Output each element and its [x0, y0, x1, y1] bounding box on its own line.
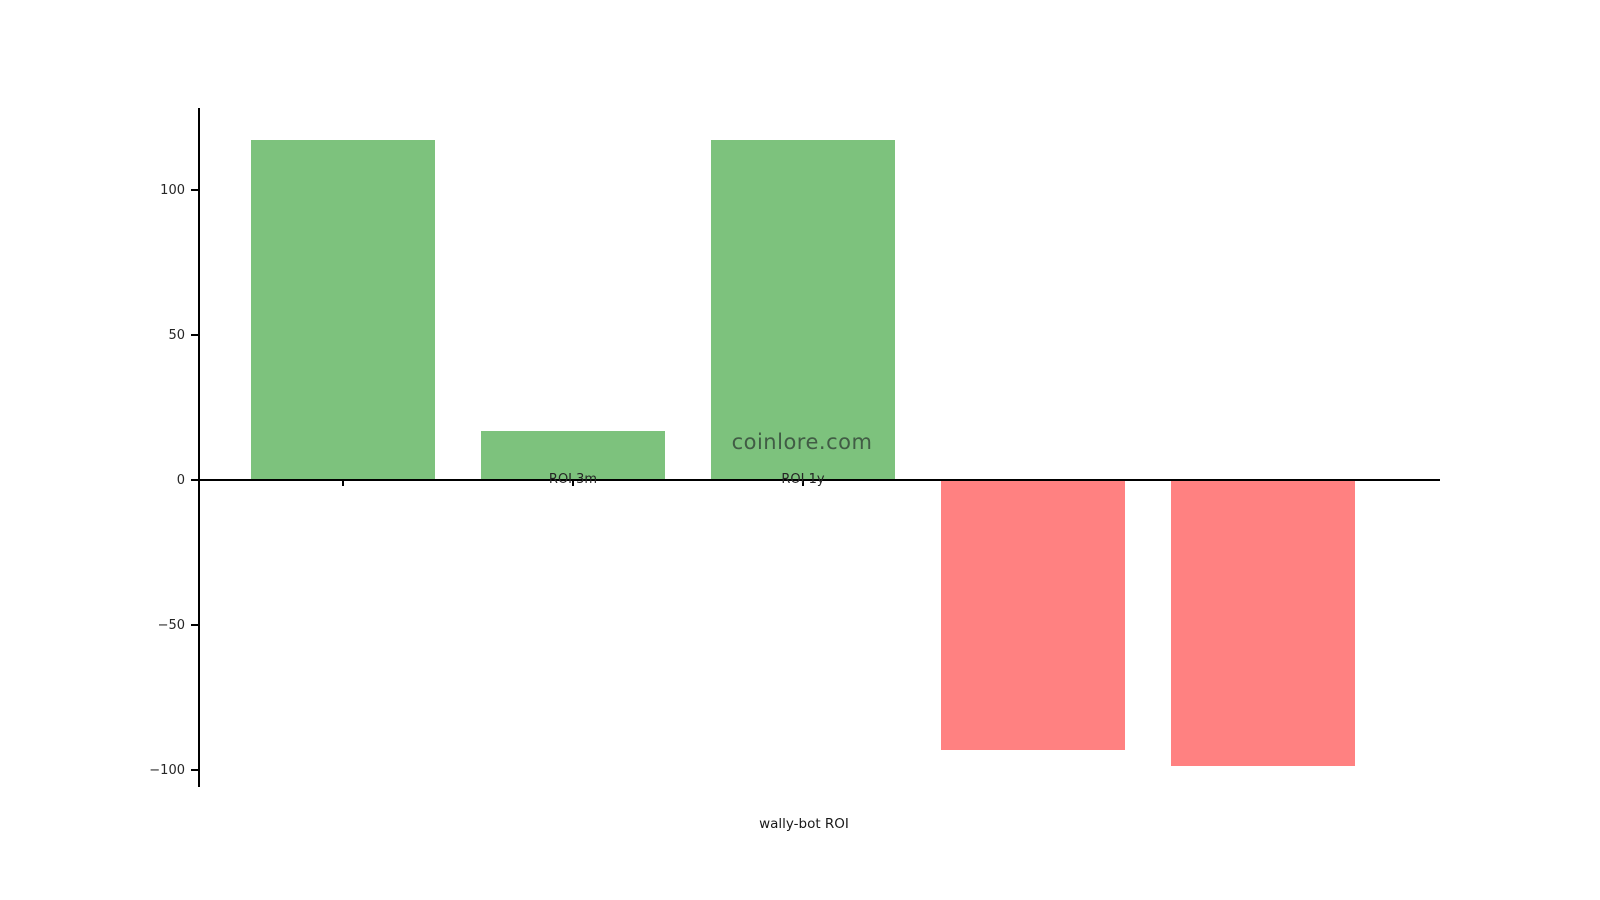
y-tick-mark — [191, 189, 198, 191]
x-tick-mark — [802, 480, 804, 486]
bar-roi-3 — [941, 480, 1125, 750]
bar-roi-4 — [1171, 480, 1355, 766]
x-axis-title: wally-bot ROI — [759, 816, 849, 832]
y-tick-label: −50 — [157, 617, 185, 633]
y-tick-mark — [191, 769, 198, 771]
x-tick-label-roi-1y: ROI 1y — [781, 472, 825, 487]
x-tick-mark — [572, 480, 574, 486]
watermark-coinlore: coinlore.com — [731, 430, 873, 454]
x-tick-label-roi-3m: ROI 3m — [548, 472, 598, 487]
y-tick-label: 50 — [168, 327, 185, 343]
y-tick-mark — [191, 479, 198, 481]
y-tick-mark — [191, 624, 198, 626]
y-tick-mark — [191, 334, 198, 336]
x-axis-zero-line — [198, 479, 1440, 481]
bar-roi-1y — [711, 140, 895, 480]
bar-roi-0 — [251, 140, 435, 480]
x-tick-mark — [342, 480, 344, 486]
y-tick-label: −100 — [149, 762, 185, 778]
y-axis-spine — [198, 108, 200, 787]
bar-roi-3m — [481, 431, 665, 480]
y-tick-label: 100 — [160, 182, 185, 198]
y-tick-label: 0 — [176, 472, 185, 488]
